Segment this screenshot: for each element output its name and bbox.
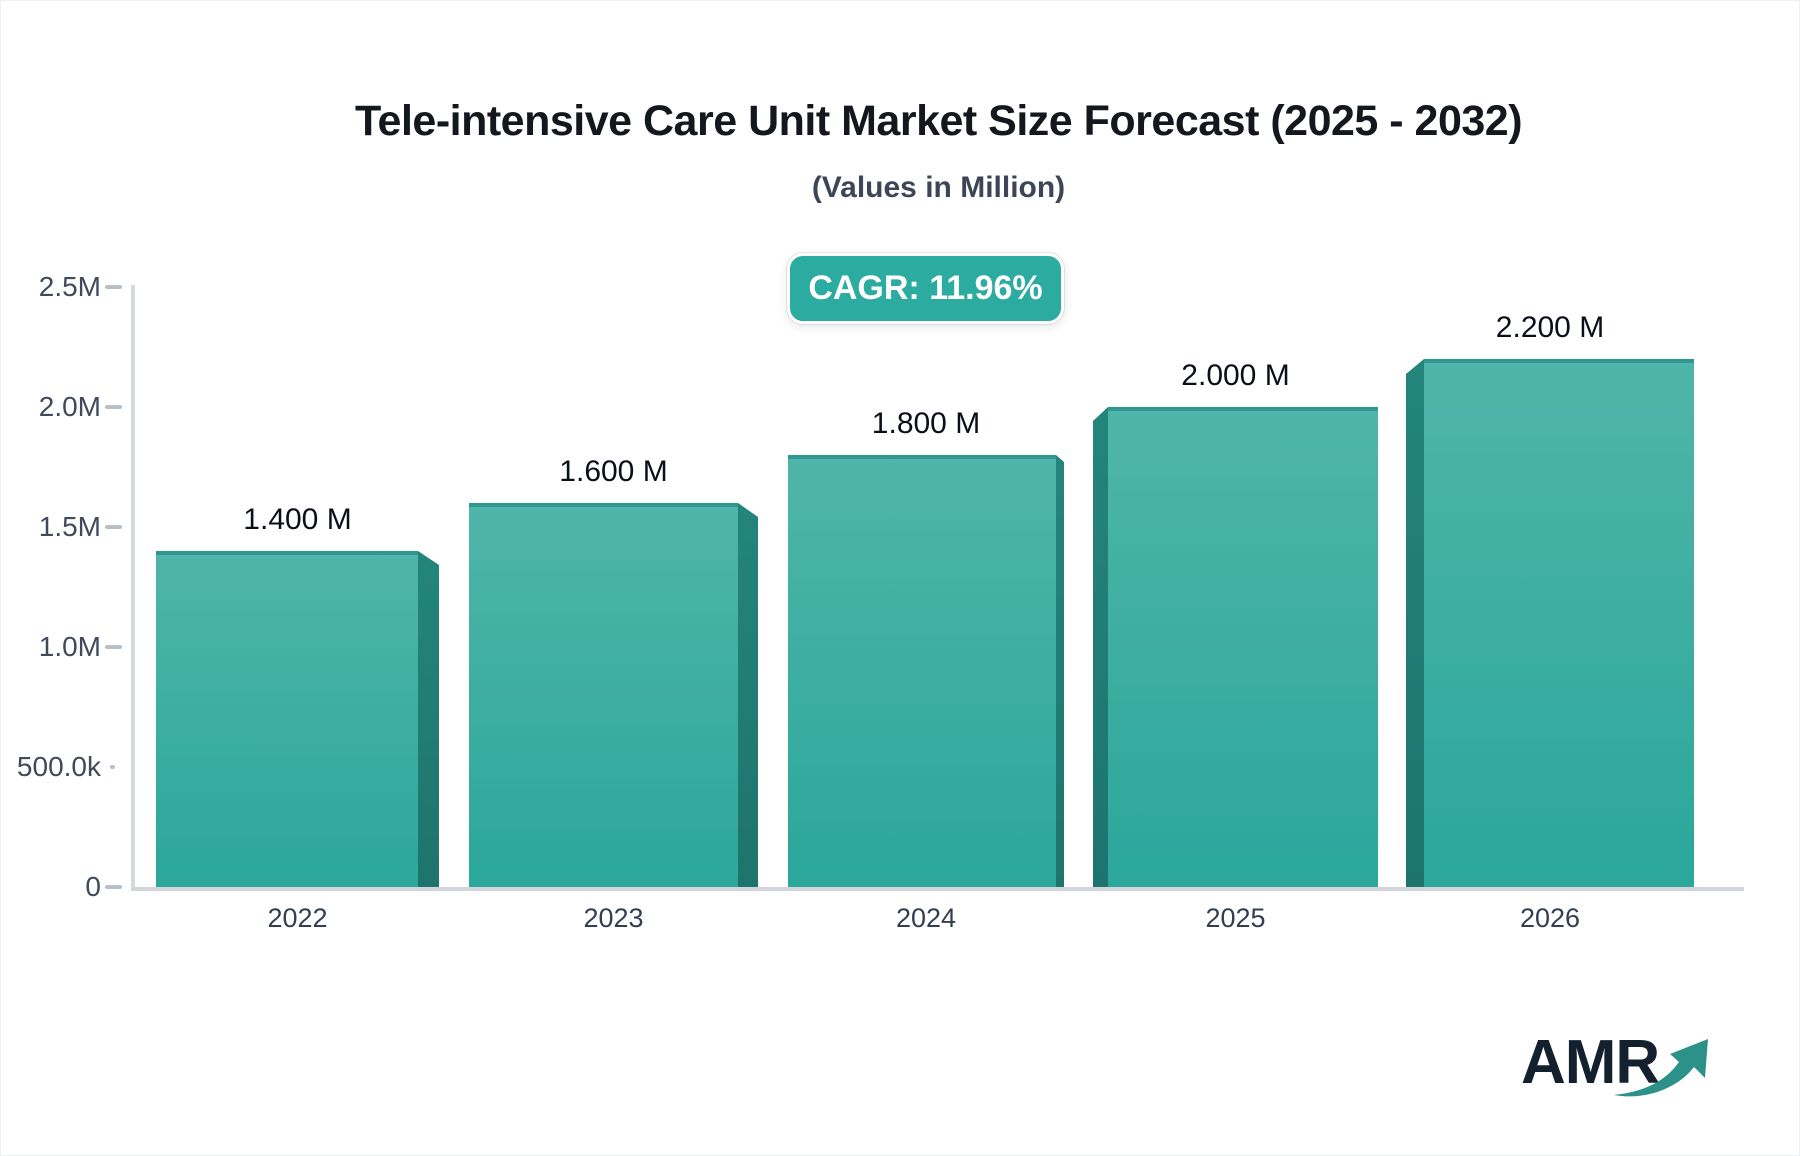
bar-side-face [1093,407,1108,887]
bar-top-edge [469,503,738,507]
y-axis-tick [105,525,122,529]
y-axis-tick [105,285,122,289]
growth-arrow-icon [1614,1039,1708,1097]
y-axis-tick [110,765,115,769]
x-axis-label: 2022 [267,903,328,933]
y-axis-tick [105,645,122,649]
x-axis-label: 2025 [1205,903,1266,933]
bar-top-edge [156,551,418,555]
y-axis-label: 2.5M [38,271,101,302]
bar [1108,407,1378,887]
bar [788,455,1056,887]
bar-top-edge [788,455,1056,459]
y-axis-label: 0 [85,871,101,902]
y-axis-line [131,285,135,889]
bar [1424,359,1694,887]
y-axis-label: 1.0M [38,631,101,662]
x-axis-line [131,887,1744,891]
bar-side-face [1406,359,1424,887]
bar-value-label: 2.200 M [1495,311,1605,344]
bar-value-label: 1.600 M [559,455,668,488]
bar [469,503,738,887]
amr-logo-text: AMR [1521,1028,1660,1097]
bar [156,551,418,887]
y-axis-tick [105,885,122,889]
bar-value-label: 2.000 M [1181,359,1290,392]
bar-side-face [418,551,439,887]
x-axis-label: 2024 [895,903,957,933]
bar-side-face [738,503,758,887]
cagr-badge: CAGR: 11.96% [787,253,1064,324]
bar-top-edge [1108,407,1378,411]
bar-value-label: 1.400 M [243,503,352,536]
x-axis-label: 2026 [1519,903,1581,933]
x-axis-label: 2023 [583,903,644,933]
y-axis-label: 500.0k [16,751,101,782]
bar-value-label: 1.800 M [871,407,981,440]
amr-logo: AMR [1521,1028,1721,1113]
y-axis-tick [105,405,122,409]
chart-subtitle: (Values in Million) [811,171,1066,204]
y-axis-label: 2.0M [38,391,101,422]
bar-side-face [1056,455,1064,887]
y-axis-label: 1.5M [38,511,101,542]
bar-top-edge [1424,359,1694,363]
chart-title: Tele-intensive Care Unit Market Size For… [354,97,1523,145]
